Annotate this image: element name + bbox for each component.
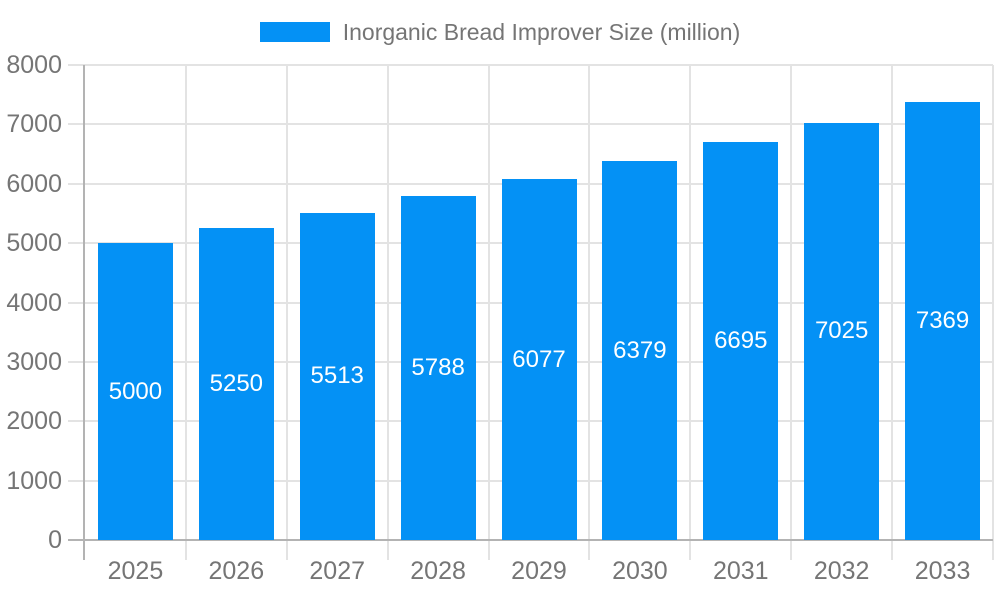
y-axis-label-0: 0 [48,526,62,554]
bar-value-label-2027: 5513 [310,362,364,390]
bar-2027 [299,212,375,540]
horizontal-gridline [68,123,993,126]
vertical-gridline [487,65,490,560]
bar-2029 [501,179,577,540]
x-axis-label-2029: 2029 [511,557,567,585]
y-axis-line [83,65,85,560]
bar-value-label-2025: 5000 [108,377,163,405]
vertical-gridline [285,65,288,560]
bar-2026 [198,228,274,540]
horizontal-gridline [68,64,993,66]
bar-value-label-2031: 6695 [714,327,768,355]
bar-2025 [97,243,173,540]
y-axis-label-7000: 7000 [6,110,62,139]
vertical-gridline [992,65,994,560]
x-axis-label-2026: 2026 [208,557,265,585]
x-axis-label-2028: 2028 [410,557,466,585]
bar-value-label-2028: 5788 [411,354,465,382]
y-axis-label-5000: 5000 [6,229,62,258]
bar-value-label-2032: 7025 [814,317,869,345]
x-axis-label-2032: 2032 [813,557,870,585]
x-axis-label-2027: 2027 [309,557,366,585]
x-axis-label-2031: 2031 [712,557,769,585]
chart-legend[interactable]: Inorganic Bread Improver Size (million) [0,18,1000,46]
x-axis-label-2030: 2030 [612,557,668,585]
x-axis-label-2025: 2025 [107,557,164,585]
y-axis-label-4000: 4000 [6,288,62,317]
vertical-gridline [689,65,692,560]
x-axis-label-2033: 2033 [914,557,971,585]
y-axis-label-8000: 8000 [6,51,62,79]
bar-2033 [905,102,981,540]
bar-2032 [804,122,880,540]
bar-value-label-2033: 7369 [915,307,970,335]
vertical-gridline [588,65,591,560]
y-axis-label-3000: 3000 [6,347,62,376]
vertical-gridline [790,65,793,560]
vertical-gridline [891,65,894,560]
x-axis-line [68,539,993,541]
bar-2031 [703,142,779,540]
bar-value-label-2029: 6077 [512,345,566,373]
vertical-gridline [386,65,389,560]
y-axis-label-2000: 2000 [6,407,62,436]
y-axis-label-1000: 1000 [6,466,62,495]
bar-2028 [400,196,476,540]
legend-swatch [259,22,330,42]
y-axis-label-6000: 6000 [6,169,62,198]
bar-2030 [602,161,678,540]
bar-value-label-2026: 5250 [209,370,264,398]
vertical-gridline [184,65,187,560]
legend-label: Inorganic Bread Improver Size (million) [342,19,741,45]
bar-value-label-2030: 6379 [613,336,667,364]
